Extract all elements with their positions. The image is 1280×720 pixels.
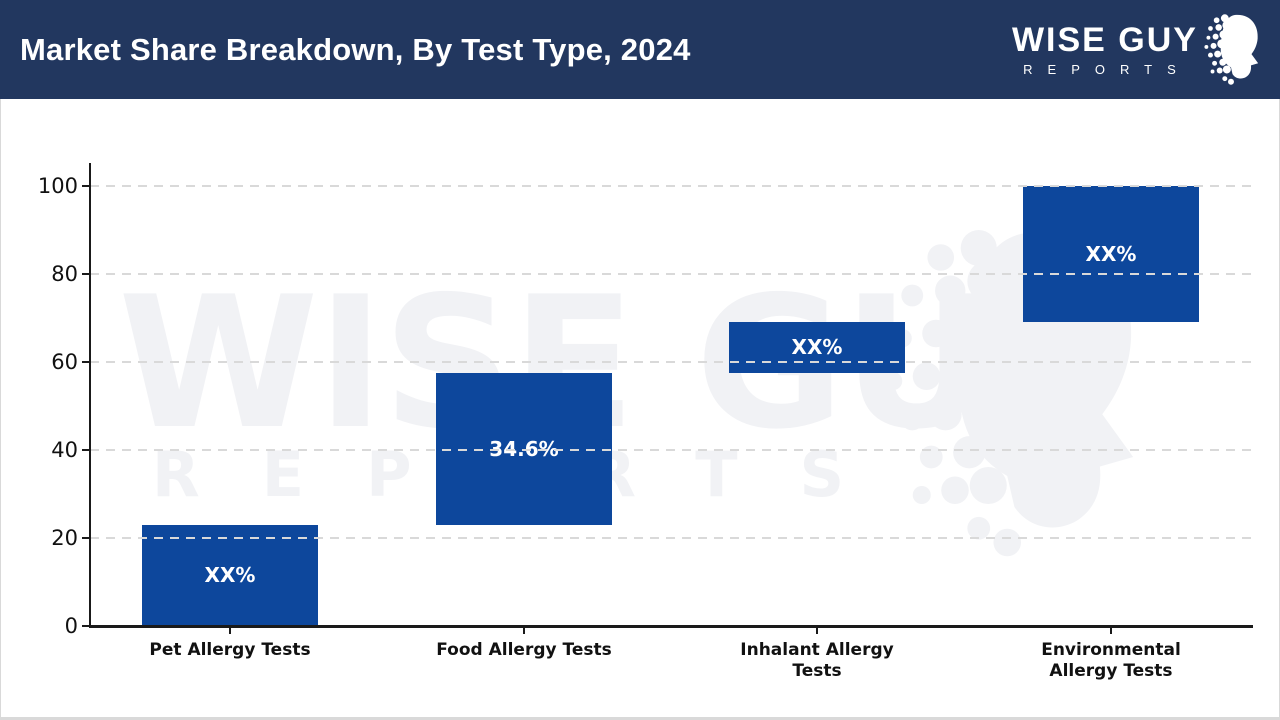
logo-text: WISE GUY REPORTS xyxy=(1012,23,1198,77)
logo-subtext: REPORTS xyxy=(1023,61,1191,77)
logo-head-icon xyxy=(1204,13,1259,85)
page-title: Market Share Breakdown, By Test Type, 20… xyxy=(20,31,691,67)
logo-wordmark: WISE GUY xyxy=(1011,20,1198,59)
brand-logo: WISE GUY REPORTS xyxy=(1012,8,1264,92)
header: Market Share Breakdown, By Test Type, 20… xyxy=(0,0,1280,99)
chart-canvas xyxy=(0,99,1280,720)
